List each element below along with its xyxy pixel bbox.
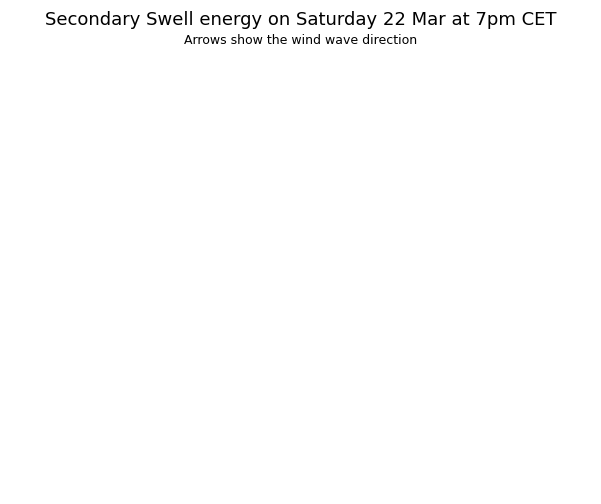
Text: Arrows show the wind wave direction: Arrows show the wind wave direction <box>184 34 417 47</box>
Text: Cartopy required for map rendering: Cartopy required for map rendering <box>176 269 425 283</box>
Text: Secondary Swell energy on Saturday 22 Mar at 7pm CET: Secondary Swell energy on Saturday 22 Ma… <box>44 11 557 29</box>
